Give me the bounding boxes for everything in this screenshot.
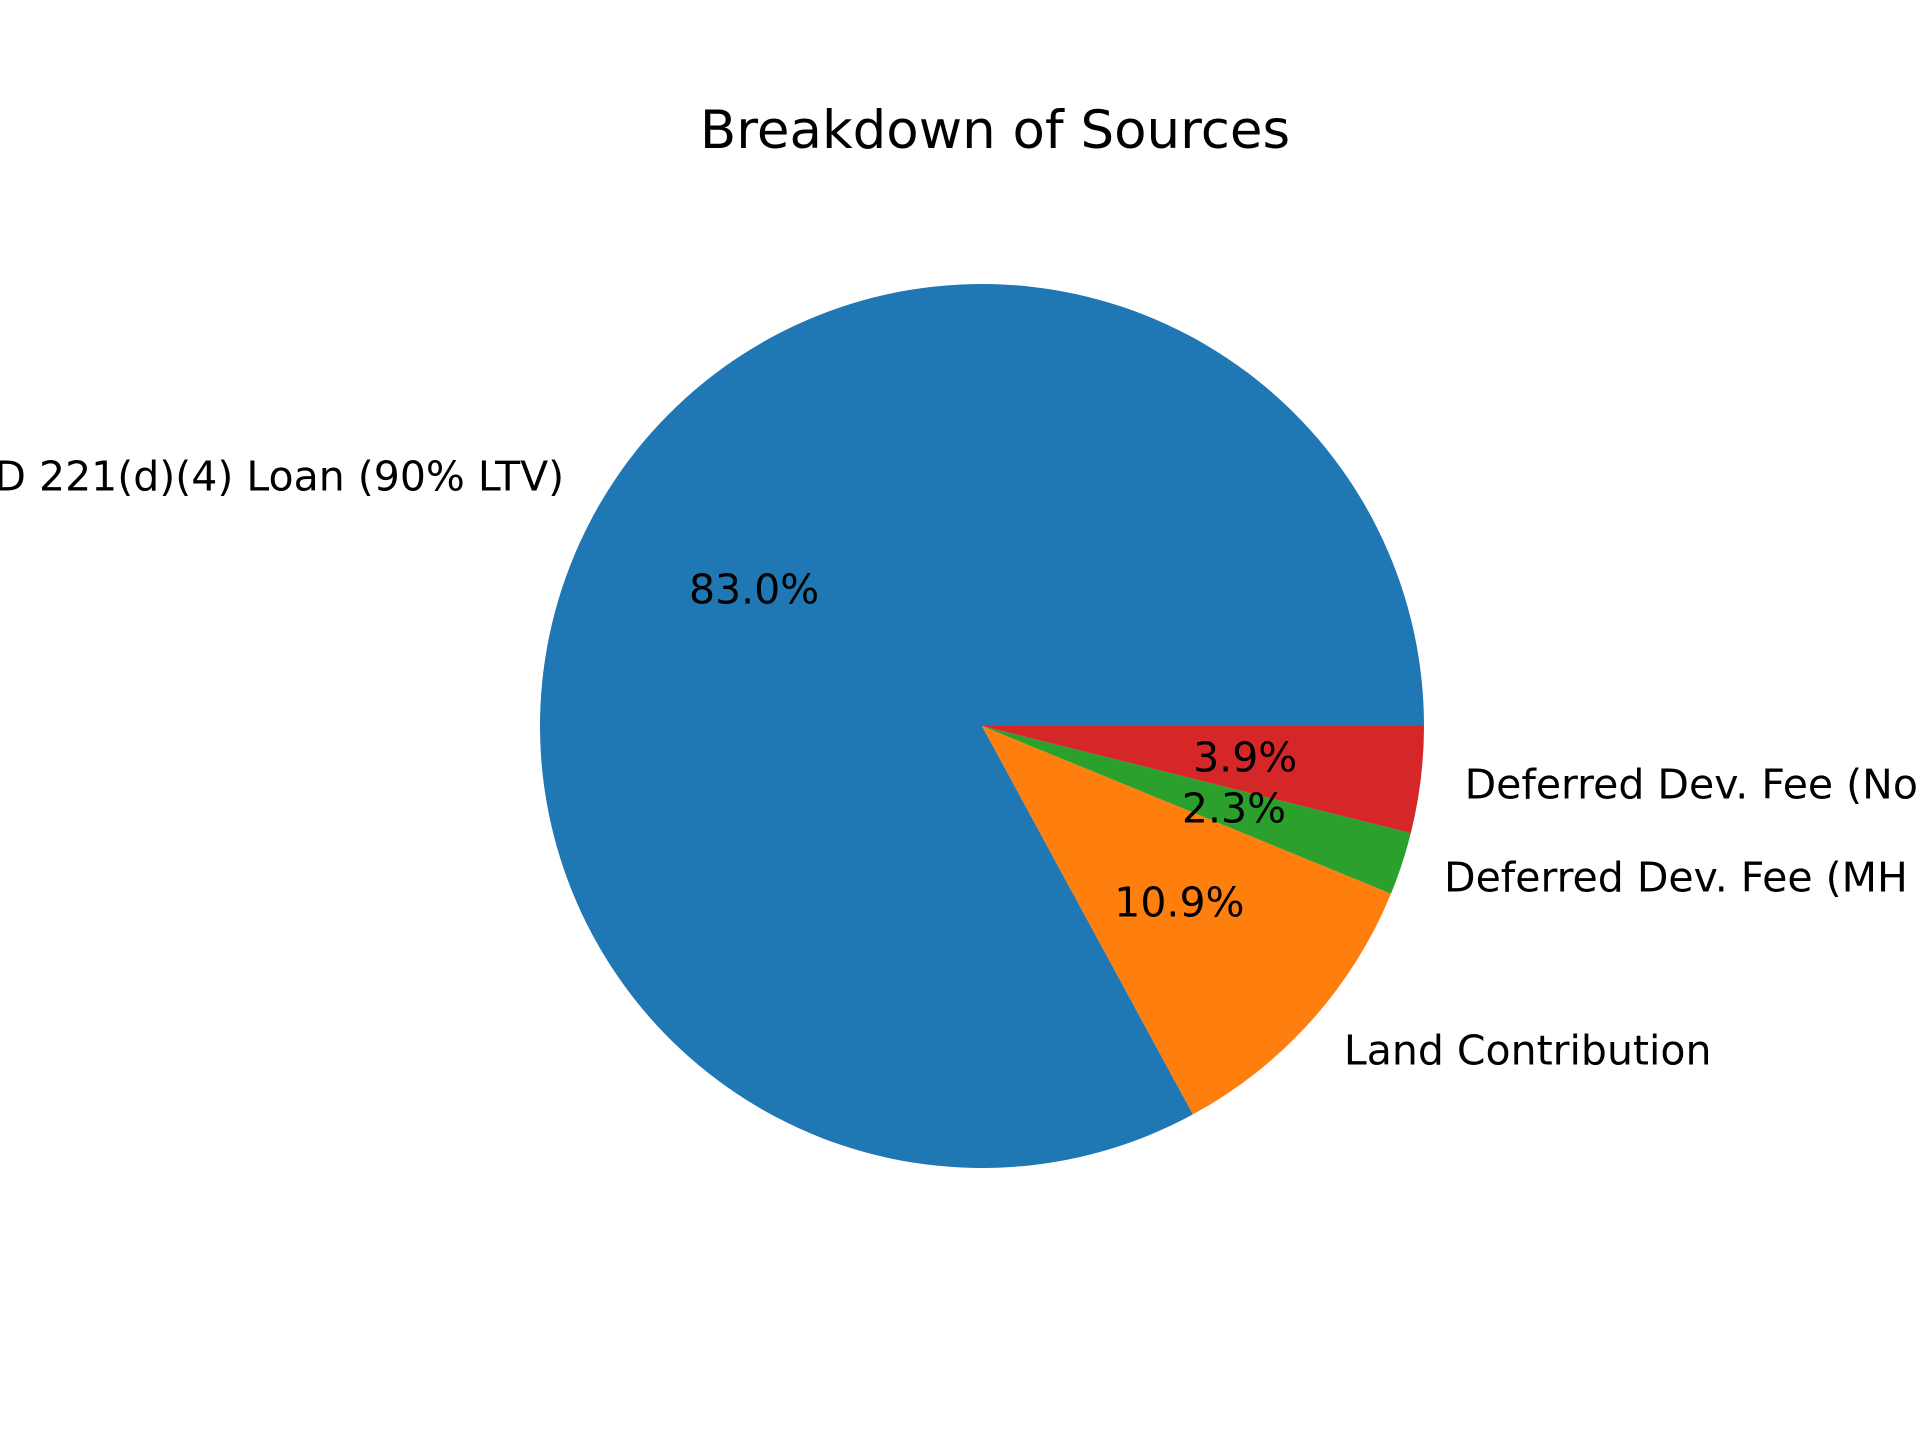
slice-label: Deferred Dev. Fee (No	[1464, 760, 1918, 809]
slice-label: Land Contribution	[1343, 1026, 1712, 1075]
pct-label: 10.9%	[1114, 878, 1245, 927]
pct-label: 2.3%	[1181, 784, 1287, 833]
pct-label: 3.9%	[1193, 733, 1298, 782]
slice-label: Deferred Dev. Fee (MH	[1444, 853, 1908, 901]
pie-slice-3	[982, 726, 1424, 834]
slice-label: D 221(d)(4) Loan (90% LTV)	[0, 452, 565, 501]
chart-title: Breakdown of Sources	[699, 100, 1291, 161]
pie-slice-0	[540, 283, 1424, 1168]
pct-label: 83.0%	[688, 565, 820, 614]
pie-slice-2	[982, 726, 1411, 894]
pie-slice-1	[982, 726, 1391, 1115]
